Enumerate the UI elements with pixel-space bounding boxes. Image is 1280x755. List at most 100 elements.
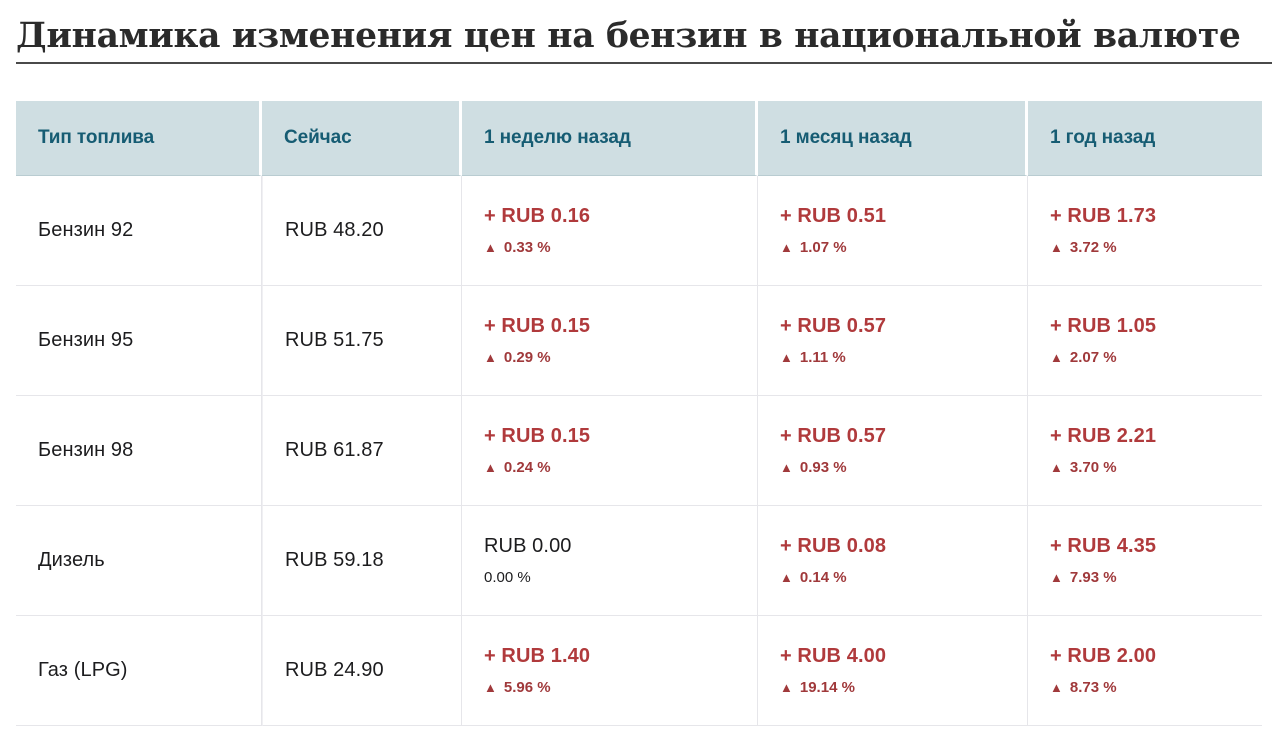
change-stack: + RUB 0.15 ▲ 0.29 %: [484, 316, 757, 365]
change-week-amount: + RUB 0.15: [484, 315, 591, 337]
fuel-type-label: Бензин 92: [38, 219, 134, 241]
change-month-percent-label: 1.11 %: [799, 349, 846, 366]
fuel-type-label: Дизель: [38, 549, 105, 571]
change-month-percent: ▲ 1.11 %: [780, 350, 1027, 365]
change-year-percent-label: 2.07 %: [1069, 349, 1117, 366]
change-week-amount: RUB 0.00: [484, 535, 572, 557]
cell-change-month: + RUB 4.00 ▲ 19.14 %: [758, 616, 1028, 726]
current-price-value: RUB 59.18: [285, 549, 384, 571]
cell-fuel-type: Газ (LPG): [16, 616, 262, 726]
change-week-percent-label: 5.96 %: [503, 679, 551, 696]
cell-change-year: + RUB 4.35 ▲ 7.93 %: [1028, 506, 1262, 616]
change-stack: + RUB 1.05 ▲ 2.07 %: [1050, 316, 1262, 365]
change-year-percent: ▲ 8.73 %: [1050, 680, 1262, 695]
fuel-type-label: Бензин 98: [38, 439, 134, 461]
table-row: Бензин 98 RUB 61.87 + RUB 0.15 ▲ 0.24 % + RUB…: [16, 396, 1262, 506]
change-week-percent: ▲ 0.29 %: [484, 350, 757, 365]
change-year-percent: ▲ 2.07 %: [1050, 350, 1262, 365]
fuel-price-table-container: Тип топлива Сейчас 1 неделю назад 1 меся…: [16, 101, 1262, 726]
change-week-percent-label: 0.29 %: [503, 349, 551, 366]
change-week-percent: ▲ 0.24 %: [484, 460, 757, 475]
change-month-amount: + RUB 0.57: [780, 425, 887, 447]
arrow-up-icon: ▲: [484, 460, 497, 475]
cell-change-week: + RUB 0.15 ▲ 0.29 %: [462, 286, 758, 396]
column-header-month-ago: 1 месяц назад: [758, 101, 1028, 176]
current-price-value: RUB 48.20: [285, 219, 384, 241]
change-year-percent: ▲ 3.70 %: [1050, 460, 1262, 475]
change-year-amount: + RUB 1.05: [1050, 315, 1157, 337]
cell-change-week: RUB 0.00 ▲0.00 %: [462, 506, 758, 616]
change-stack: + RUB 0.15 ▲ 0.24 %: [484, 426, 757, 475]
column-header-year-ago: 1 год назад: [1028, 101, 1262, 176]
cell-current-price: RUB 48.20: [262, 176, 462, 286]
column-header-now: Сейчас: [262, 101, 462, 176]
arrow-up-icon: ▲: [780, 570, 793, 585]
change-year-percent: ▲ 7.93 %: [1050, 570, 1262, 585]
cell-change-month: + RUB 0.51 ▲ 1.07 %: [758, 176, 1028, 286]
cell-change-month: + RUB 0.08 ▲ 0.14 %: [758, 506, 1028, 616]
current-price-value: RUB 61.87: [285, 439, 384, 461]
column-header-fuel-type: Тип топлива: [16, 101, 262, 176]
title-block: Динамика изменения цен на бензин в нацио…: [0, 0, 1280, 64]
change-year-percent-label: 8.73 %: [1069, 679, 1117, 696]
change-month-percent: ▲ 0.14 %: [780, 570, 1027, 585]
change-stack: + RUB 0.57 ▲ 0.93 %: [780, 426, 1027, 475]
change-stack: + RUB 0.57 ▲ 1.11 %: [780, 316, 1027, 365]
change-stack: + RUB 4.35 ▲ 7.93 %: [1050, 536, 1262, 585]
change-stack: + RUB 0.16 ▲ 0.33 %: [484, 206, 757, 255]
change-week-percent-label: 0.24 %: [503, 459, 551, 476]
change-stack: + RUB 4.00 ▲ 19.14 %: [780, 646, 1027, 695]
change-week-amount: + RUB 1.40: [484, 645, 591, 667]
cell-fuel-type: Бензин 98: [16, 396, 262, 506]
change-year-percent-label: 7.93 %: [1069, 569, 1117, 586]
column-header-week-ago: 1 неделю назад: [462, 101, 758, 176]
change-year-amount: + RUB 2.21: [1050, 425, 1157, 447]
change-year-amount: + RUB 1.73: [1050, 205, 1157, 227]
change-week-percent: ▲ 0.33 %: [484, 240, 757, 255]
page-title: Динамика изменения цен на бензин в нацио…: [16, 15, 1241, 56]
arrow-up-icon: ▲: [484, 680, 497, 695]
arrow-up-icon: ▲: [1050, 460, 1063, 475]
table-row: Бензин 95 RUB 51.75 + RUB 0.15 ▲ 0.29 % + RUB…: [16, 286, 1262, 396]
cell-fuel-type: Бензин 92: [16, 176, 262, 286]
change-month-percent: ▲ 1.07 %: [780, 240, 1027, 255]
change-week-percent: ▲ 5.96 %: [484, 680, 757, 695]
change-year-percent-label: 3.70 %: [1069, 459, 1117, 476]
change-month-percent-label: 19.14 %: [799, 679, 855, 696]
fuel-type-label: Бензин 95: [38, 329, 134, 351]
cell-change-month: + RUB 0.57 ▲ 1.11 %: [758, 286, 1028, 396]
cell-fuel-type: Бензин 95: [16, 286, 262, 396]
change-week-percent-label: 0.33 %: [503, 239, 551, 256]
arrow-up-icon: ▲: [780, 680, 793, 695]
change-week-percent-label: 0.00 %: [484, 569, 531, 586]
title-divider: [16, 62, 1272, 64]
table-row: Бензин 92 RUB 48.20 + RUB 0.16 ▲ 0.33 % + RUB…: [16, 176, 1262, 286]
current-price-value: RUB 51.75: [285, 329, 384, 351]
cell-change-year: + RUB 1.05 ▲ 2.07 %: [1028, 286, 1262, 396]
change-stack: + RUB 2.21 ▲ 3.70 %: [1050, 426, 1262, 475]
change-stack: + RUB 1.40 ▲ 5.96 %: [484, 646, 757, 695]
fuel-price-table: Тип топлива Сейчас 1 неделю назад 1 меся…: [16, 101, 1262, 726]
arrow-up-icon: ▲: [780, 460, 793, 475]
change-month-percent-label: 1.07 %: [799, 239, 847, 256]
change-stack: + RUB 0.51 ▲ 1.07 %: [780, 206, 1027, 255]
cell-change-year: + RUB 2.00 ▲ 8.73 %: [1028, 616, 1262, 726]
change-month-amount: + RUB 0.51: [780, 205, 887, 227]
change-year-amount: + RUB 4.35: [1050, 535, 1157, 557]
change-month-amount: + RUB 0.57: [780, 315, 887, 337]
arrow-up-icon: ▲: [1050, 240, 1063, 255]
change-year-percent-label: 3.72 %: [1069, 239, 1117, 256]
change-stack: + RUB 1.73 ▲ 3.72 %: [1050, 206, 1262, 255]
cell-current-price: RUB 59.18: [262, 506, 462, 616]
cell-current-price: RUB 24.90: [262, 616, 462, 726]
cell-change-week: + RUB 0.16 ▲ 0.33 %: [462, 176, 758, 286]
change-month-percent-label: 0.93 %: [799, 459, 847, 476]
cell-change-month: + RUB 0.57 ▲ 0.93 %: [758, 396, 1028, 506]
change-stack: + RUB 0.08 ▲ 0.14 %: [780, 536, 1027, 585]
arrow-up-icon: ▲: [1050, 570, 1063, 585]
change-year-amount: + RUB 2.00: [1050, 645, 1157, 667]
fuel-type-label: Газ (LPG): [38, 659, 128, 681]
table-header: Тип топлива Сейчас 1 неделю назад 1 меся…: [16, 101, 1262, 176]
table-body: Бензин 92 RUB 48.20 + RUB 0.16 ▲ 0.33 % + RUB…: [16, 176, 1262, 726]
